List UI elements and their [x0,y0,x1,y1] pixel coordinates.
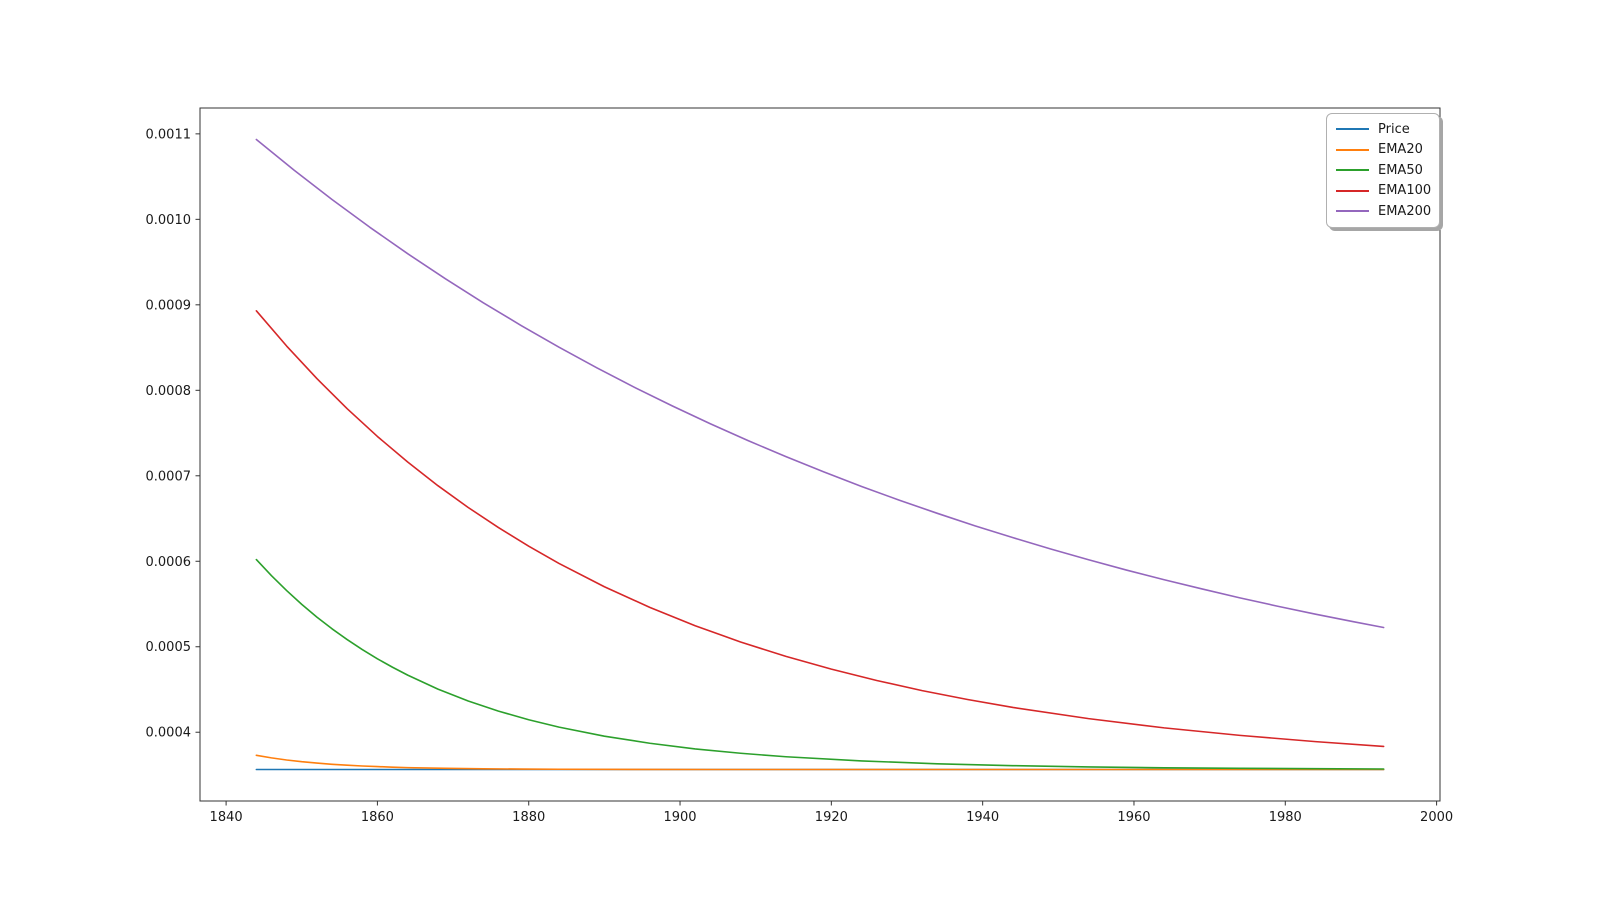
legend-line-sample [1336,189,1369,192]
legend-item: EMA20 [1336,140,1431,161]
legend-line-sample [1336,210,1369,213]
y-tick-label: 0.0006 [146,555,192,570]
series-line-ema200 [255,138,1385,629]
legend-line-sample [1336,169,1369,172]
x-tick-label: 1880 [512,810,545,825]
axes-frame [199,107,1441,802]
x-tick-label: 1940 [966,810,999,825]
legend-label: EMA20 [1378,142,1423,158]
legend-line-sample [1336,148,1369,151]
series-line-ema20 [255,754,1385,771]
series-line-ema50 [255,558,1385,770]
legend-line-sample [1336,128,1369,131]
series-line-ema100 [255,310,1385,748]
x-tick-label: 1840 [210,810,243,825]
y-tick-label: 0.0011 [146,127,192,142]
y-tick-label: 0.0008 [146,384,192,399]
legend-item: EMA50 [1336,160,1431,181]
y-tick-label: 0.0009 [146,298,192,313]
y-tick-label: 0.0007 [146,469,192,484]
legend-label: Price [1378,121,1410,137]
legend-label: EMA50 [1378,162,1423,178]
legend: Price EMA20 EMA50 EMA100 EMA200 [1326,113,1441,228]
y-tick-label: 0.0010 [146,213,192,228]
y-tick-label: 0.0005 [146,640,192,655]
x-tick-label: 1900 [663,810,696,825]
x-tick-label: 2000 [1420,810,1453,825]
x-tick-label: 1960 [1117,810,1150,825]
y-tick-label: 0.0004 [146,726,192,741]
legend-label: EMA100 [1378,183,1432,199]
legend-item: EMA100 [1336,181,1431,202]
x-tick-label: 1860 [361,810,394,825]
legend-label: EMA200 [1378,203,1432,219]
legend-item: EMA200 [1336,201,1431,222]
legend-item: Price [1336,119,1431,140]
x-tick-label: 1920 [815,810,848,825]
x-tick-label: 1980 [1269,810,1302,825]
